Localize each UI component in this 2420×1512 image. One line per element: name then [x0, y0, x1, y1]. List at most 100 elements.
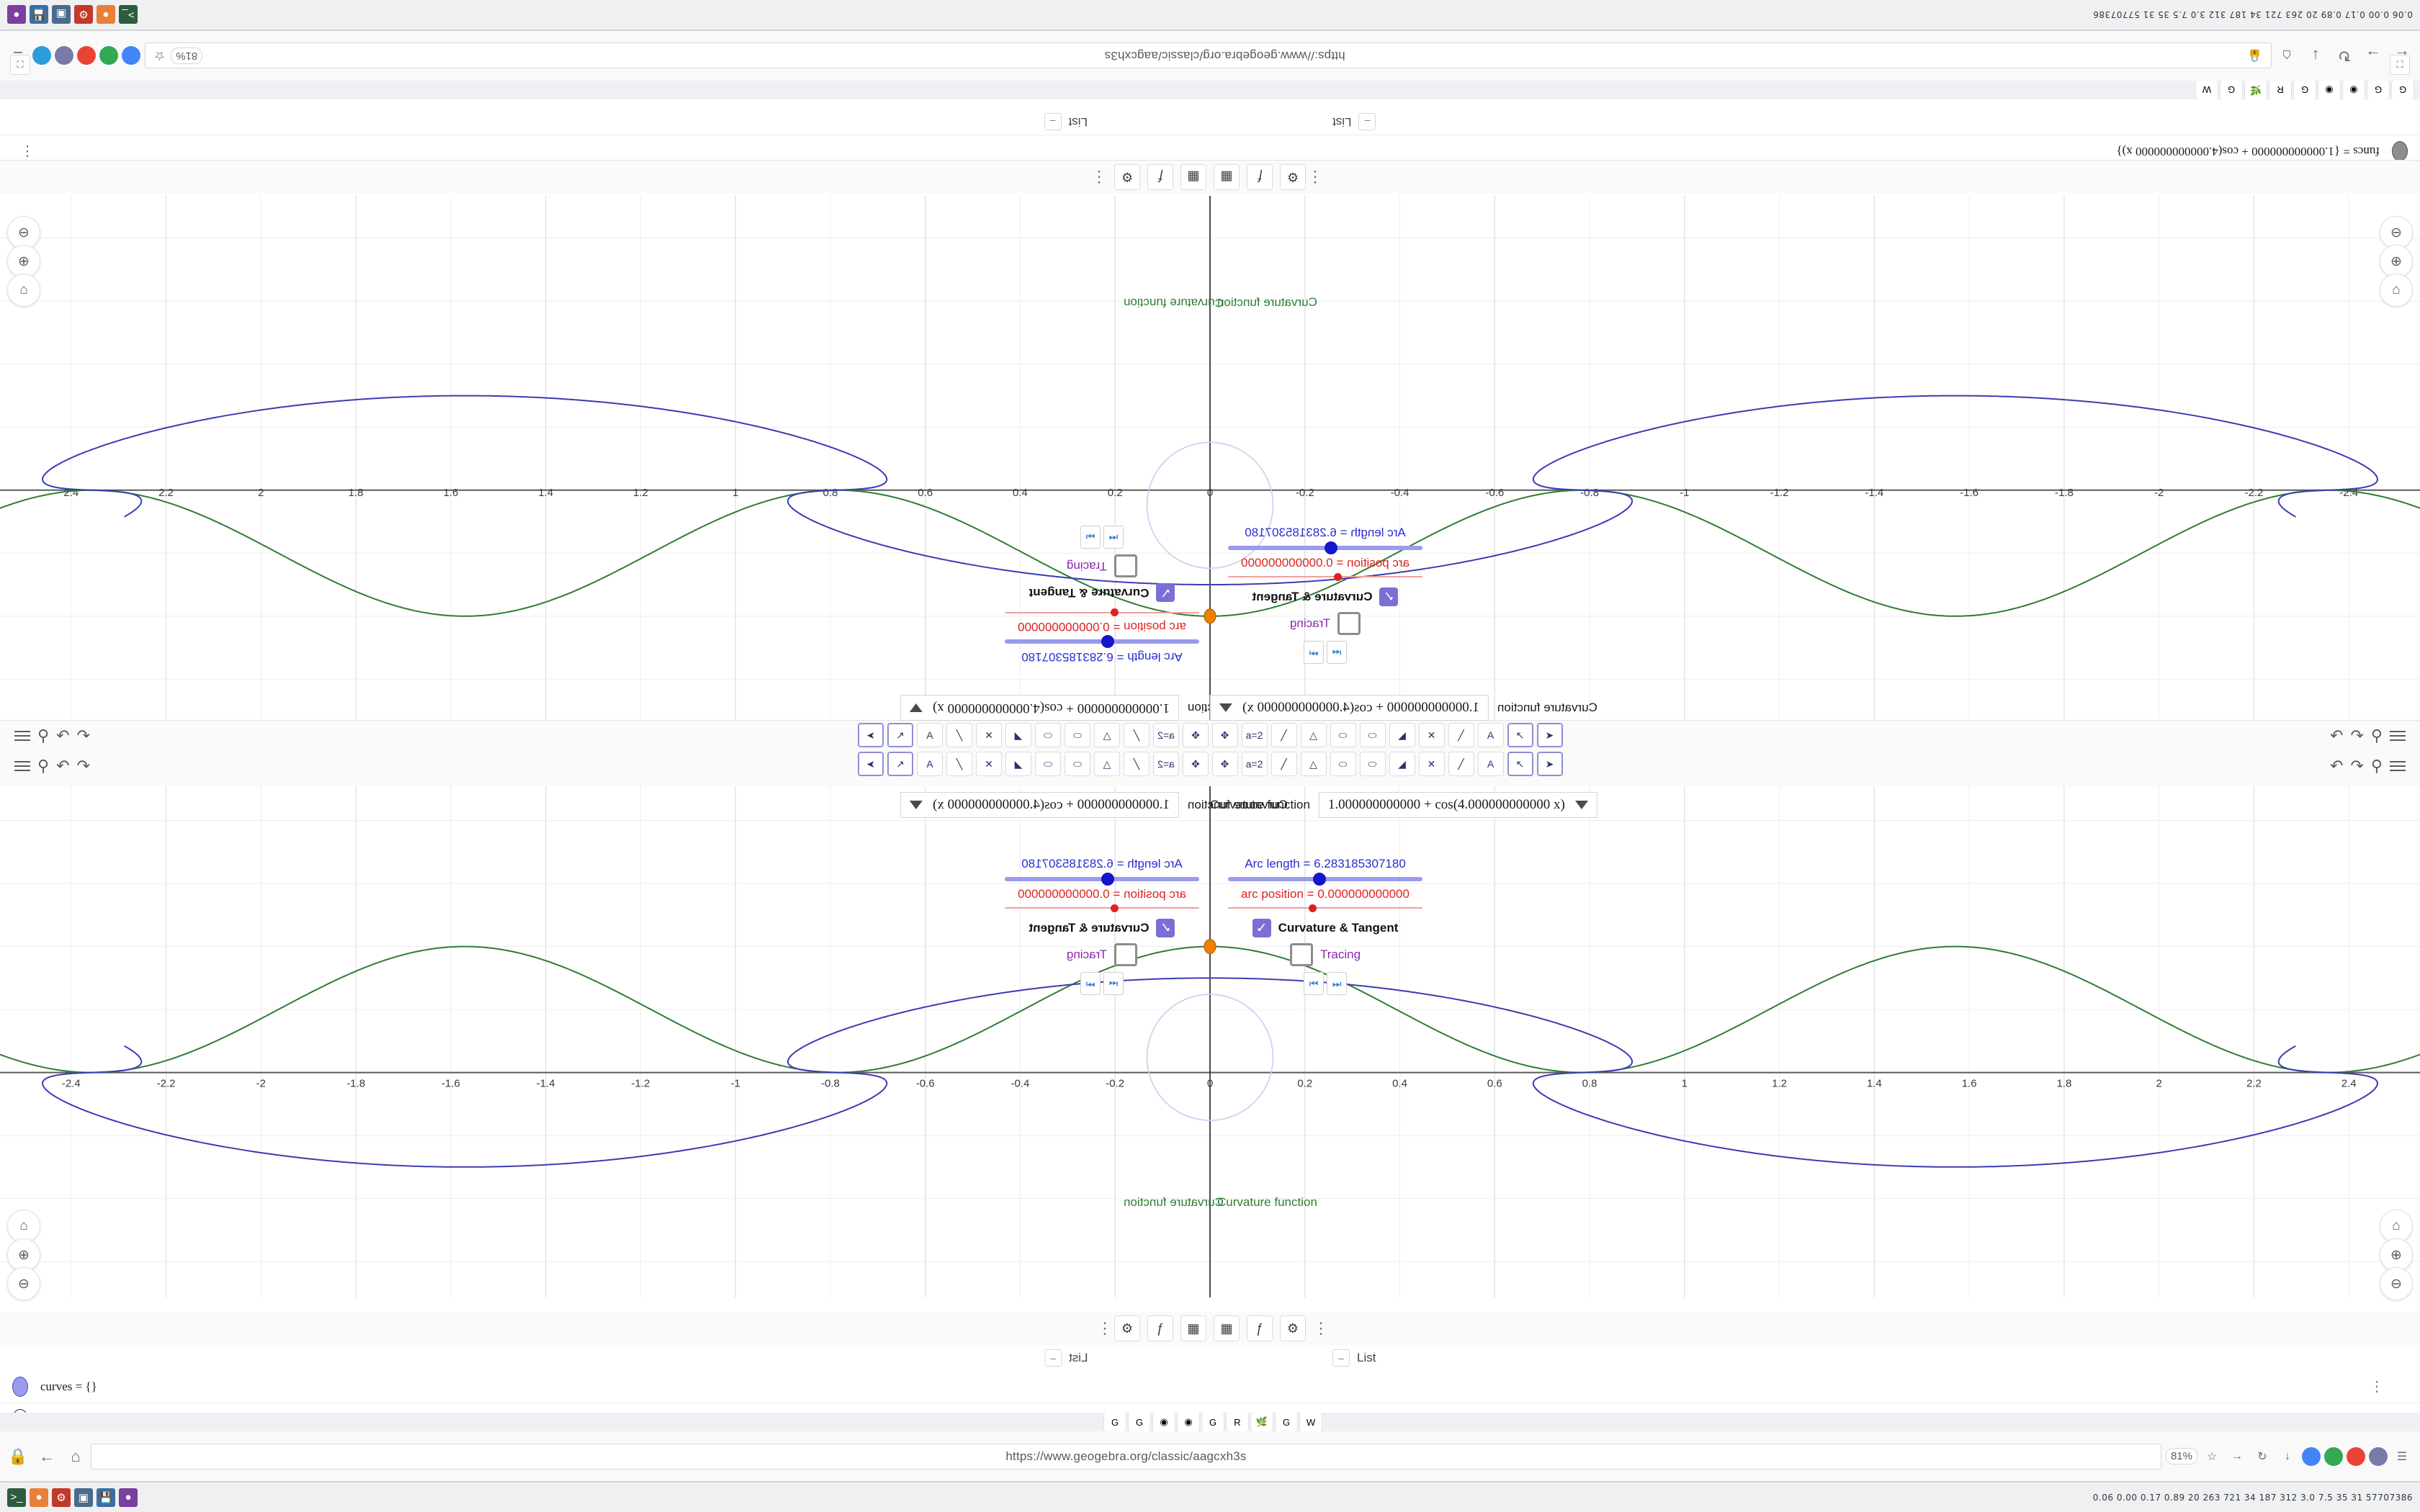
tracing-checkbox[interactable]: [1114, 554, 1138, 577]
tool-button[interactable]: ⬭: [1034, 752, 1061, 776]
extension-icon[interactable]: [2302, 1446, 2321, 1466]
list-header-left[interactable]: – List: [1332, 113, 1376, 130]
tool-button[interactable]: a=2: [1241, 752, 1268, 776]
arc-length-slider[interactable]: [1228, 541, 1422, 554]
chevron-down-icon[interactable]: [1219, 703, 1232, 712]
monitor-icon[interactable]: ▣: [74, 1488, 93, 1507]
tool-button[interactable]: ╱: [1123, 723, 1150, 747]
tool-button[interactable]: ⬭: [1330, 723, 1356, 747]
tool-button[interactable]: ╱: [946, 723, 972, 747]
tool-button[interactable]: △: [1093, 723, 1120, 747]
construction-toolbar[interactable]: ➤ ↖ A ╱ ✕ ◢ ⬭ ⬭ △ ╱ a=2 ✥ ✥ a=2 ╱ △ ⬭ ⬭ ◢ ✕ ╱ A ↖ ➤ ➤ ↖ A ╱ ✕ ◢ ⬭ ⬭ △ ╱ a…: [0, 720, 2420, 788]
tab-item[interactable]: ◉: [1177, 1413, 1200, 1431]
graphics-view-bottom[interactable]: -2.4 -2.2 -2 -1.8 -1.6 -1.4 -1.2 -1 -0.8 -0.6 -0.4…: [0, 786, 2420, 1297]
step-buttons[interactable]: ⏮ ⏭: [1080, 526, 1124, 549]
toolbar-row-top[interactable]: ➤ ↖ A ╱ ✕ ◢ ⬭ ⬭ △ ╱ a=2 ✥ ✥ a=2 ╱ △ ⬭ ⬭ ◢ ✕ ╱ A ↖ ➤: [0, 721, 2420, 750]
tab-item[interactable]: G: [1275, 1413, 1298, 1431]
firefox-icon[interactable]: ●: [30, 1488, 48, 1507]
tool-button[interactable]: ⬭: [1034, 723, 1061, 747]
monitor-icon[interactable]: ▣: [52, 5, 71, 24]
tool-button[interactable]: ⬭: [1064, 752, 1090, 776]
step-forward-icon[interactable]: ⏭: [1080, 526, 1101, 549]
terminal-icon[interactable]: >_: [7, 1488, 26, 1507]
list-header-right[interactable]: – List: [1332, 1349, 1376, 1367]
tracing-checkbox-row[interactable]: Tracing: [1067, 554, 1138, 577]
undo-icon[interactable]: ↶: [56, 726, 70, 744]
reload-icon[interactable]: ↻: [2337, 47, 2352, 66]
tool-button[interactable]: a=2: [1152, 752, 1179, 776]
hamburger-icon[interactable]: [2390, 761, 2406, 771]
url-bar-bottom[interactable]: https://www.geogebra.org/classic/aagcxh3…: [91, 1443, 2161, 1470]
algebra-toolbar-bottom[interactable]: ⋮ ⚙ ƒ ▦ ▦ ƒ ⚙ ⋮: [0, 1312, 2420, 1346]
function-dropdown[interactable]: 1.000000000000 + cos(4.000000000000 x): [1318, 792, 1597, 818]
settings-icon[interactable]: ⚙: [52, 1488, 71, 1507]
chevron-down-icon[interactable]: [1574, 801, 1588, 809]
redo-icon[interactable]: ↷: [76, 757, 90, 775]
controls-panel-top-right[interactable]: Arc length = 6.283185307180 arc position…: [1217, 526, 1433, 664]
tab-item[interactable]: W: [2195, 81, 2218, 99]
tool-button[interactable]: △: [1300, 752, 1327, 776]
tab-item[interactable]: ◉: [2318, 81, 2341, 99]
tracing-checkbox-row[interactable]: Tracing: [1067, 943, 1138, 966]
tab-item[interactable]: G: [2391, 81, 2414, 99]
app-icon[interactable]: ●: [119, 1488, 138, 1507]
tool-button[interactable]: ◢: [1389, 723, 1415, 747]
hamburger-icon[interactable]: [14, 761, 30, 771]
fullscreen-icon[interactable]: ⛶: [2390, 55, 2410, 75]
curvature-tangent-checkbox[interactable]: ✓: [1252, 919, 1271, 937]
zoom-out-icon[interactable]: ⊖: [7, 1267, 40, 1300]
left-side-tools-top[interactable]: ⚲ ↶ ↷: [14, 726, 90, 745]
function-icon[interactable]: ƒ: [1247, 1315, 1273, 1341]
function-dropdown[interactable]: 1.000000000000 + cos(4.000000000000 x): [900, 695, 1179, 721]
curvature-tangent-checkbox-row[interactable]: ✓ Curvature & Tangent: [1029, 583, 1175, 602]
tool-button[interactable]: ✥: [1211, 723, 1238, 747]
tool-button[interactable]: △: [1300, 723, 1327, 747]
controls-panel-top-left[interactable]: Arc length = 6.283185307180 arc position…: [994, 526, 1210, 664]
kebab-menu-icon[interactable]: ⋮: [1313, 1319, 1329, 1338]
star-icon[interactable]: ☆: [2206, 1450, 2218, 1463]
forward-arrow-icon[interactable]: →: [2365, 47, 2381, 66]
function-icon[interactable]: ƒ: [1147, 164, 1173, 190]
tracing-checkbox-row[interactable]: Tracing: [1290, 612, 1361, 635]
step-back-icon[interactable]: ⏮: [1103, 526, 1124, 549]
save-icon[interactable]: 💾: [30, 5, 48, 24]
zoom-level-top[interactable]: 81%: [171, 48, 203, 64]
graphics-view-top[interactable]: -2.4 -2.2 -2 -1.8 -1.6 -1.4 -1.2 -1 -0.8 -0.6 -0.4…: [0, 196, 2420, 721]
layout-icon[interactable]: ▦: [1180, 164, 1206, 190]
zoom-in-icon[interactable]: ⊕: [7, 245, 40, 278]
redo-icon[interactable]: ↷: [2350, 726, 2364, 744]
tool-button[interactable]: ✕: [975, 723, 1002, 747]
redo-icon[interactable]: ↷: [76, 726, 90, 744]
tab-item[interactable]: ◉: [1152, 1413, 1175, 1431]
curvature-function-selector-right[interactable]: Curvature function 1.000000000000 + cos(…: [1210, 792, 1597, 818]
extension-icon[interactable]: [32, 46, 51, 66]
search-icon[interactable]: ⚲: [37, 726, 50, 744]
tracing-checkbox[interactable]: [1289, 943, 1313, 966]
collapse-icon[interactable]: –: [1044, 113, 1062, 130]
forward-arrow-icon[interactable]: →: [2231, 1449, 2243, 1462]
visibility-toggle[interactable]: [2380, 141, 2420, 161]
taskbar-apps-bottom[interactable]: >_ ● ⚙ ▣ 💾 ●: [7, 1488, 138, 1507]
home-icon[interactable]: ⌂: [71, 1446, 81, 1465]
tab-item[interactable]: R: [2269, 81, 2292, 99]
function-icon[interactable]: ƒ: [1247, 164, 1273, 190]
arc-position-slider[interactable]: [1228, 904, 1422, 912]
tool-button[interactable]: ╱: [1448, 723, 1474, 747]
curvature-tangent-checkbox[interactable]: ✓: [1156, 583, 1175, 602]
tool-button[interactable]: ➤: [1536, 723, 1563, 747]
controls-panel-left[interactable]: Arc length = 6.283185307180 arc position…: [994, 857, 1210, 995]
tool-button[interactable]: ✕: [975, 752, 1002, 776]
step-buttons[interactable]: ⏮ ⏭: [1304, 972, 1347, 995]
tab-item[interactable]: R: [1226, 1413, 1249, 1431]
curvature-tangent-checkbox[interactable]: ✓: [1379, 588, 1399, 606]
tool-button[interactable]: △: [1093, 752, 1120, 776]
tool-button[interactable]: A: [916, 752, 943, 776]
tab-item[interactable]: G: [1201, 1413, 1224, 1431]
undo-icon[interactable]: ↶: [56, 757, 70, 775]
curvature-function-selector-top-right[interactable]: Curvature function 1.000000000000 + cos(…: [1210, 695, 1597, 721]
zoom-out-icon[interactable]: ⊖: [7, 216, 40, 249]
gear-icon[interactable]: ⚙: [1280, 164, 1306, 190]
home-icon[interactable]: ⌂: [2380, 1210, 2413, 1243]
step-forward-icon[interactable]: ⏭: [1080, 972, 1101, 995]
search-icon[interactable]: ⚲: [2370, 757, 2383, 775]
